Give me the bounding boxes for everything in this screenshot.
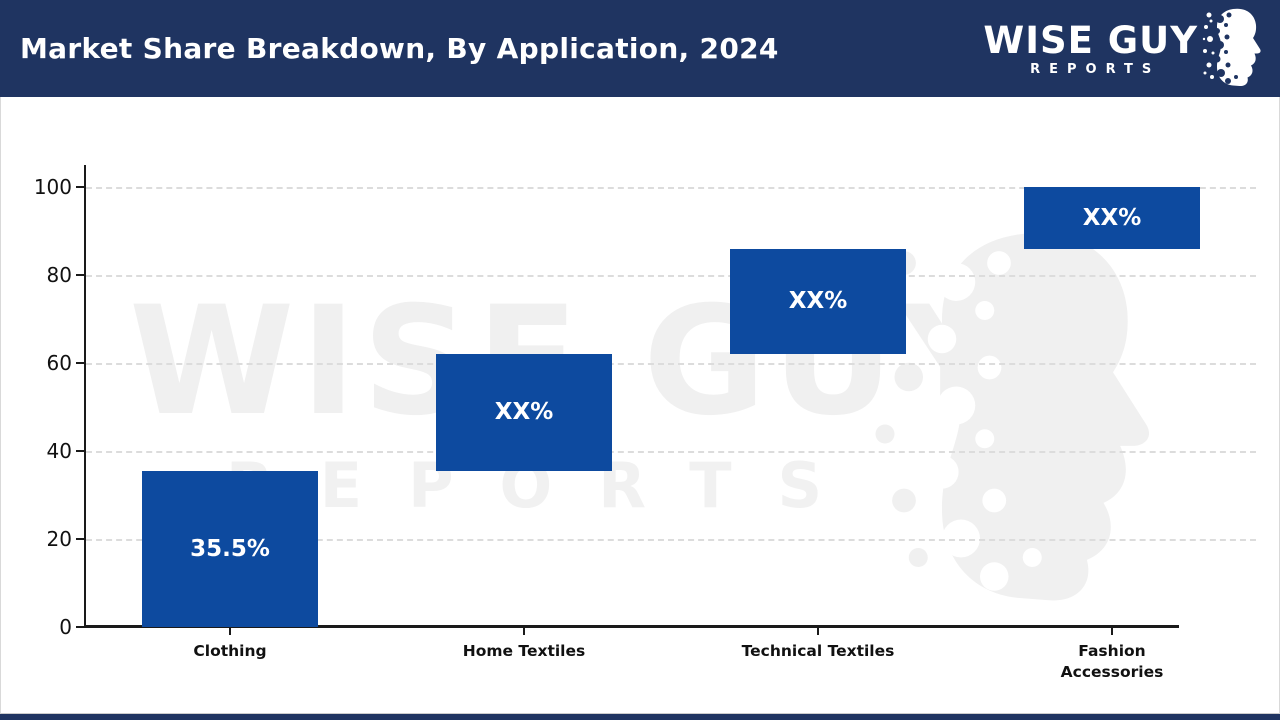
y-tick-mark xyxy=(76,626,84,628)
y-tick-mark xyxy=(76,186,84,188)
y-tick-mark xyxy=(76,362,84,364)
bar-value-label: XX% xyxy=(788,288,848,315)
y-tick-mark xyxy=(76,274,84,276)
gridline xyxy=(86,451,1256,453)
y-axis-line xyxy=(84,165,86,628)
x-tick-mark xyxy=(1111,628,1113,635)
gridline xyxy=(86,275,1256,277)
bar: 35.5% xyxy=(142,470,318,627)
x-tick-mark xyxy=(523,628,525,635)
bar: XX% xyxy=(436,354,612,471)
x-category-label: Home Textiles xyxy=(462,642,586,660)
gridline xyxy=(86,363,1256,365)
brand-logo: WISE GUY REPORTS xyxy=(983,7,1266,91)
gridline xyxy=(86,187,1256,189)
y-tick-label: 80 xyxy=(46,263,72,287)
brand-logo-text: WISE GUY REPORTS xyxy=(983,22,1198,76)
y-tick-mark xyxy=(76,538,84,540)
x-category-label: Clothing xyxy=(193,642,267,660)
bar: XX% xyxy=(1024,187,1200,249)
y-tick-mark xyxy=(76,450,84,452)
bar: XX% xyxy=(730,248,906,355)
page-title: Market Share Breakdown, By Application, … xyxy=(20,32,779,65)
brand-name: WISE GUY xyxy=(983,18,1198,62)
header: Market Share Breakdown, By Application, … xyxy=(0,0,1280,97)
x-tick-mark xyxy=(229,628,231,635)
dotted-face-logo-icon xyxy=(1200,7,1266,91)
gridline xyxy=(86,539,1256,541)
brand-subtitle: REPORTS xyxy=(1030,61,1161,77)
chart-region: WISE GUY REPORTS 0 20 40 60 80 100 35.5% Clothi… xyxy=(0,97,1280,714)
y-tick-label: 40 xyxy=(46,439,72,463)
x-category-label: Technical Textiles xyxy=(741,642,895,660)
bar-value-label: XX% xyxy=(1082,204,1142,231)
y-tick-label: 0 xyxy=(59,615,72,639)
x-axis-line xyxy=(84,625,1179,628)
x-category-label: Fashion Accessories xyxy=(1060,642,1164,681)
plot-area: 0 20 40 60 80 100 35.5% Clothing XX% Home Textile… xyxy=(34,165,1256,681)
watermark-face-icon xyxy=(873,225,1163,609)
x-tick-mark xyxy=(817,628,819,635)
bar-value-label: 35.5% xyxy=(190,535,270,562)
bar-value-label: XX% xyxy=(494,399,554,426)
y-tick-label: 100 xyxy=(33,175,72,199)
footer-bar xyxy=(0,714,1280,720)
y-tick-label: 60 xyxy=(46,351,72,375)
y-tick-label: 20 xyxy=(46,527,72,551)
